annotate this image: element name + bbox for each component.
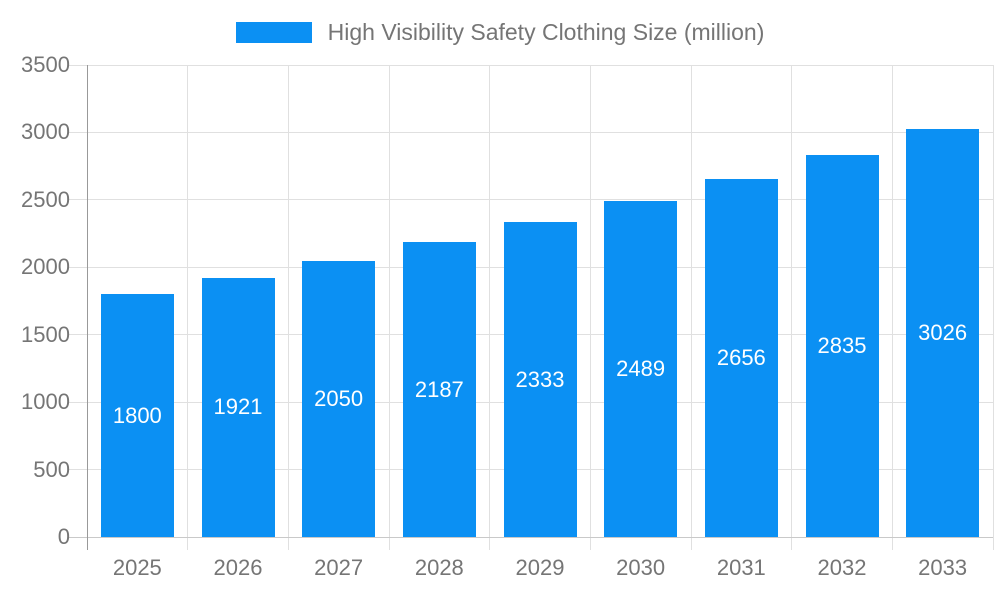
- gridline-h: [69, 131, 993, 133]
- gridline-h: [69, 536, 993, 538]
- bar-2033[interactable]: 3026: [906, 128, 980, 537]
- bar-value-label: 2656: [716, 344, 766, 370]
- bar-value-label: 2835: [817, 332, 867, 358]
- gridline-v: [287, 65, 289, 550]
- y-axis-label: 1500: [21, 321, 70, 347]
- y-axis-label: 0: [57, 524, 70, 549]
- x-axis-label-2030: 2030: [616, 555, 666, 580]
- y-axis-line: [86, 65, 88, 550]
- legend-swatch: [235, 22, 312, 43]
- y-axis-label: 1000: [21, 389, 70, 415]
- bar-2030[interactable]: 2489: [604, 201, 678, 537]
- y-axis-label: 500: [33, 456, 70, 482]
- bar-2028[interactable]: 2187: [402, 242, 476, 537]
- gridline-v: [690, 65, 692, 550]
- y-axis-label: 2500: [21, 186, 70, 212]
- gridline-v: [187, 65, 189, 550]
- gridline-h: [69, 199, 993, 201]
- bar-value-label: 2489: [616, 356, 666, 382]
- gridline-v: [489, 65, 491, 550]
- y-axis-label: 3000: [21, 119, 70, 145]
- bar-2027[interactable]: 2050: [302, 260, 376, 537]
- bar-2026[interactable]: 1921: [201, 277, 275, 537]
- bar-2031[interactable]: 2656: [704, 178, 778, 537]
- gridline-v: [388, 65, 390, 550]
- bar-2025[interactable]: 1800: [100, 294, 174, 537]
- x-axis-label-2025: 2025: [112, 555, 162, 580]
- legend[interactable]: High Visibility Safety Clothing Size (mi…: [0, 21, 1000, 44]
- legend-label: High Visibility Safety Clothing Size (mi…: [327, 19, 765, 45]
- bar-value-label: 2333: [515, 366, 565, 392]
- gridline-h: [69, 64, 993, 66]
- plot-area: 1800 1921 2050 2187 2333 2489 2656 2835 3026: [87, 65, 993, 537]
- bar-value-label: 1921: [213, 394, 263, 420]
- x-axis-label-2027: 2027: [314, 555, 364, 580]
- bar-value-label: 2050: [314, 385, 364, 411]
- bar-value-label: 2187: [414, 376, 464, 402]
- gridline-v: [589, 65, 591, 550]
- bar-2029[interactable]: 2333: [503, 222, 577, 537]
- bar-value-label: 3026: [918, 319, 968, 345]
- x-axis-label-2026: 2026: [213, 555, 263, 580]
- x-axis-label-2033: 2033: [918, 555, 968, 580]
- x-axis-label-2028: 2028: [414, 555, 464, 580]
- y-axis-label: 3500: [21, 52, 70, 77]
- bar-2032[interactable]: 2835: [805, 154, 879, 537]
- x-axis-label-2031: 2031: [716, 555, 766, 580]
- gridline-v: [891, 65, 893, 550]
- x-axis-label-2029: 2029: [515, 555, 565, 580]
- y-axis-label: 2000: [21, 254, 70, 280]
- x-axis-label-2032: 2032: [817, 555, 867, 580]
- gridline-v: [992, 65, 994, 550]
- bar-value-label: 1800: [112, 402, 162, 428]
- gridline-v: [791, 65, 793, 550]
